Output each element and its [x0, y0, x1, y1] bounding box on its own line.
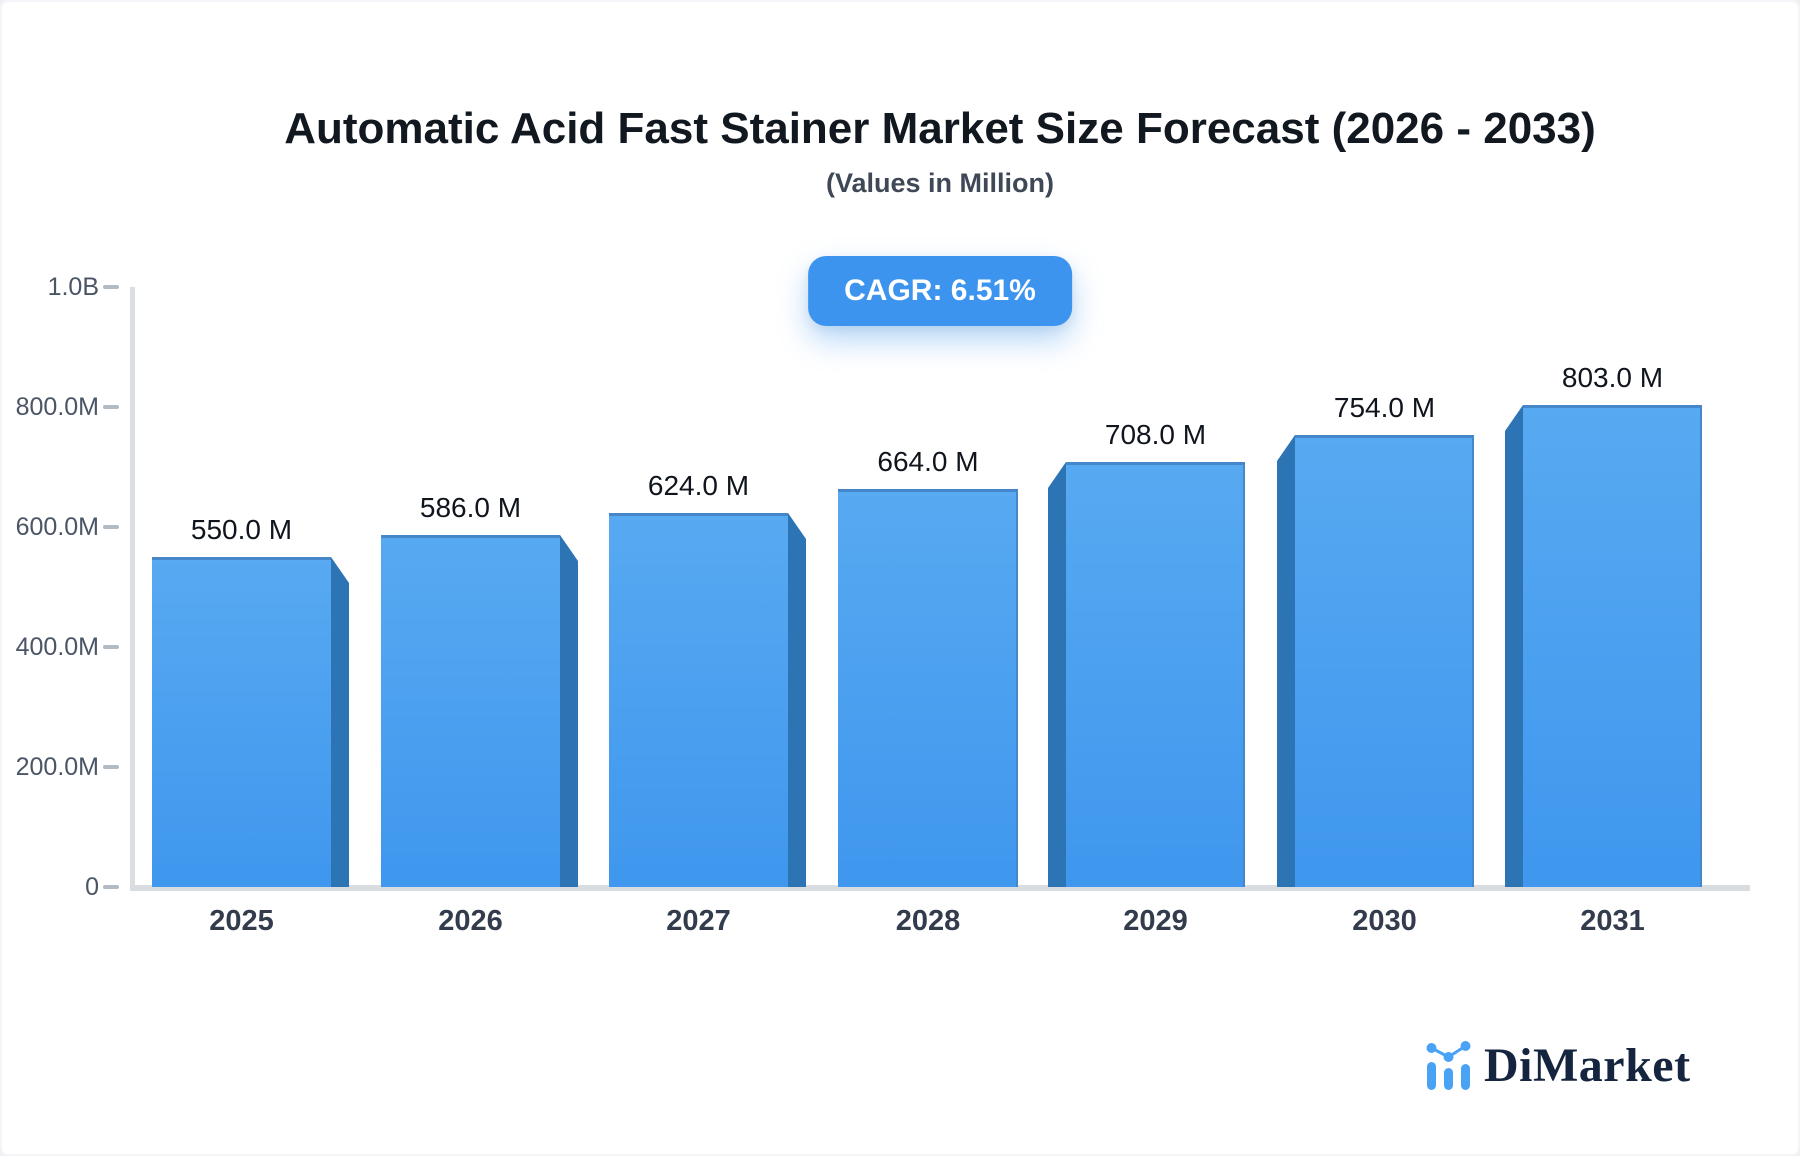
y-tick-label: 0 [85, 873, 99, 901]
bar-side-2029 [1048, 462, 1066, 887]
y-tick-label: 400.0M [15, 633, 99, 661]
y-tick-label: 200.0M [15, 753, 99, 781]
x-tick-label-2025: 2025 [209, 905, 274, 937]
y-tick-mark [103, 405, 119, 409]
x-tick-label-2031: 2031 [1580, 905, 1645, 937]
y-tick-mark [103, 885, 119, 889]
bar-side-2030 [1277, 435, 1295, 887]
y-tick-mark [103, 285, 119, 289]
y-tick-label: 1.0B [47, 273, 99, 301]
x-tick-label-2029: 2029 [1123, 905, 1188, 937]
bar-2029[interactable] [1066, 462, 1245, 887]
x-tick-label-2027: 2027 [666, 905, 731, 937]
bar-side-2031 [1505, 405, 1523, 887]
y-tick-mark [103, 645, 119, 649]
bar-2028[interactable] [838, 489, 1018, 887]
bar-2031[interactable] [1523, 405, 1702, 887]
bar-value-label-2025: 550.0 M [190, 514, 293, 545]
y-tick-label: 600.0M [15, 513, 99, 541]
logo-brand-name: DiMarket [1484, 1039, 1691, 1092]
x-tick-label-2030: 2030 [1352, 905, 1417, 937]
x-axis-baseline [130, 885, 1750, 891]
bar-2025[interactable] [152, 557, 331, 887]
bar-value-label-2030: 754.0 M [1333, 392, 1436, 423]
bar-side-2025 [331, 557, 349, 887]
bar-value-label-2031: 803.0 M [1561, 362, 1664, 393]
x-tick-label-2026: 2026 [438, 905, 503, 937]
bar-2030[interactable] [1295, 435, 1474, 887]
bar-value-label-2028: 664.0 M [877, 446, 979, 477]
bar-value-label-2029: 708.0 M [1104, 419, 1207, 450]
x-tick-label-2028: 2028 [895, 905, 961, 937]
y-tick-mark [103, 525, 119, 529]
chart-title: Automatic Acid Fast Stainer Market Size … [284, 104, 1596, 153]
bar-value-label-2027: 624.0 M [647, 470, 750, 501]
bar-2026[interactable] [381, 535, 560, 887]
y-tick-mark [103, 765, 119, 769]
bar-side-2027 [788, 513, 806, 887]
y-axis-line [130, 287, 135, 888]
bar-value-label-2026: 586.0 M [419, 492, 522, 523]
bar-side-2026 [560, 535, 578, 887]
bar-2027[interactable] [609, 513, 788, 887]
brand-logo: DiMarket [1426, 1038, 1691, 1093]
y-tick-label: 800.0M [15, 393, 99, 421]
cagr-badge: CAGR: 6.51% [808, 256, 1072, 326]
chart-subtitle: (Values in Million) [825, 168, 1055, 198]
logo-bar-chart-icon [1426, 1040, 1471, 1090]
